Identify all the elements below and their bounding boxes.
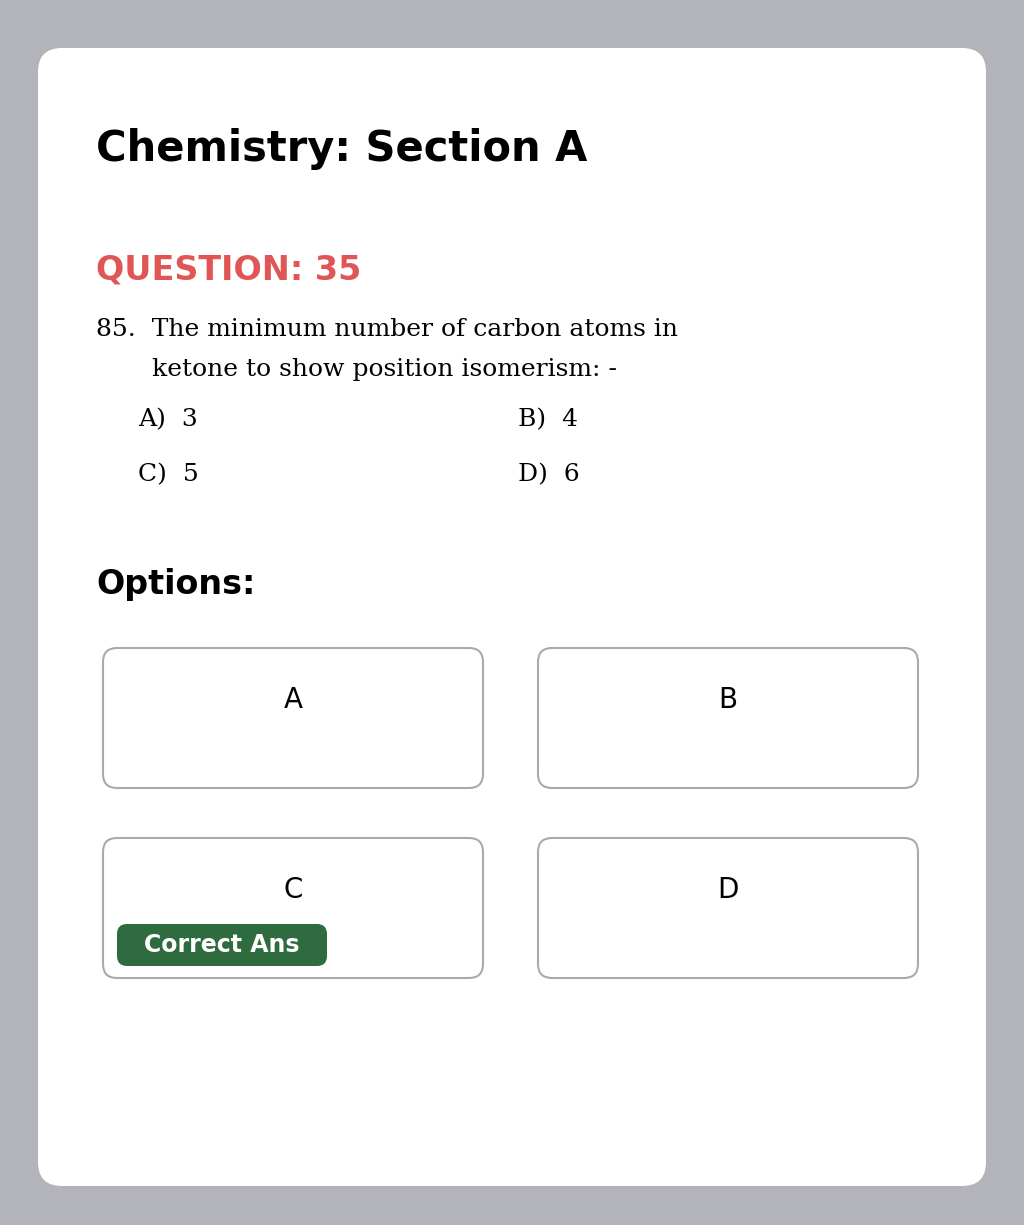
Text: C)  5: C) 5 [138, 463, 199, 486]
FancyBboxPatch shape [538, 648, 918, 788]
Text: Options:: Options: [96, 568, 255, 601]
FancyBboxPatch shape [38, 48, 986, 1186]
Text: D)  6: D) 6 [518, 463, 580, 486]
Text: C: C [284, 876, 303, 904]
Text: D: D [718, 876, 738, 904]
Text: QUESTION: 35: QUESTION: 35 [96, 254, 361, 285]
FancyBboxPatch shape [103, 648, 483, 788]
FancyBboxPatch shape [103, 838, 483, 978]
Text: B: B [719, 686, 737, 714]
Text: B)  4: B) 4 [518, 408, 578, 431]
Text: Chemistry: Section A: Chemistry: Section A [96, 127, 588, 170]
Text: A: A [284, 686, 302, 714]
FancyBboxPatch shape [538, 838, 918, 978]
FancyBboxPatch shape [117, 924, 327, 967]
Text: Correct Ans: Correct Ans [144, 933, 300, 957]
Text: ketone to show position isomerism: -: ketone to show position isomerism: - [96, 358, 617, 381]
Text: 85.  The minimum number of carbon atoms in: 85. The minimum number of carbon atoms i… [96, 318, 678, 341]
Text: A)  3: A) 3 [138, 408, 198, 431]
